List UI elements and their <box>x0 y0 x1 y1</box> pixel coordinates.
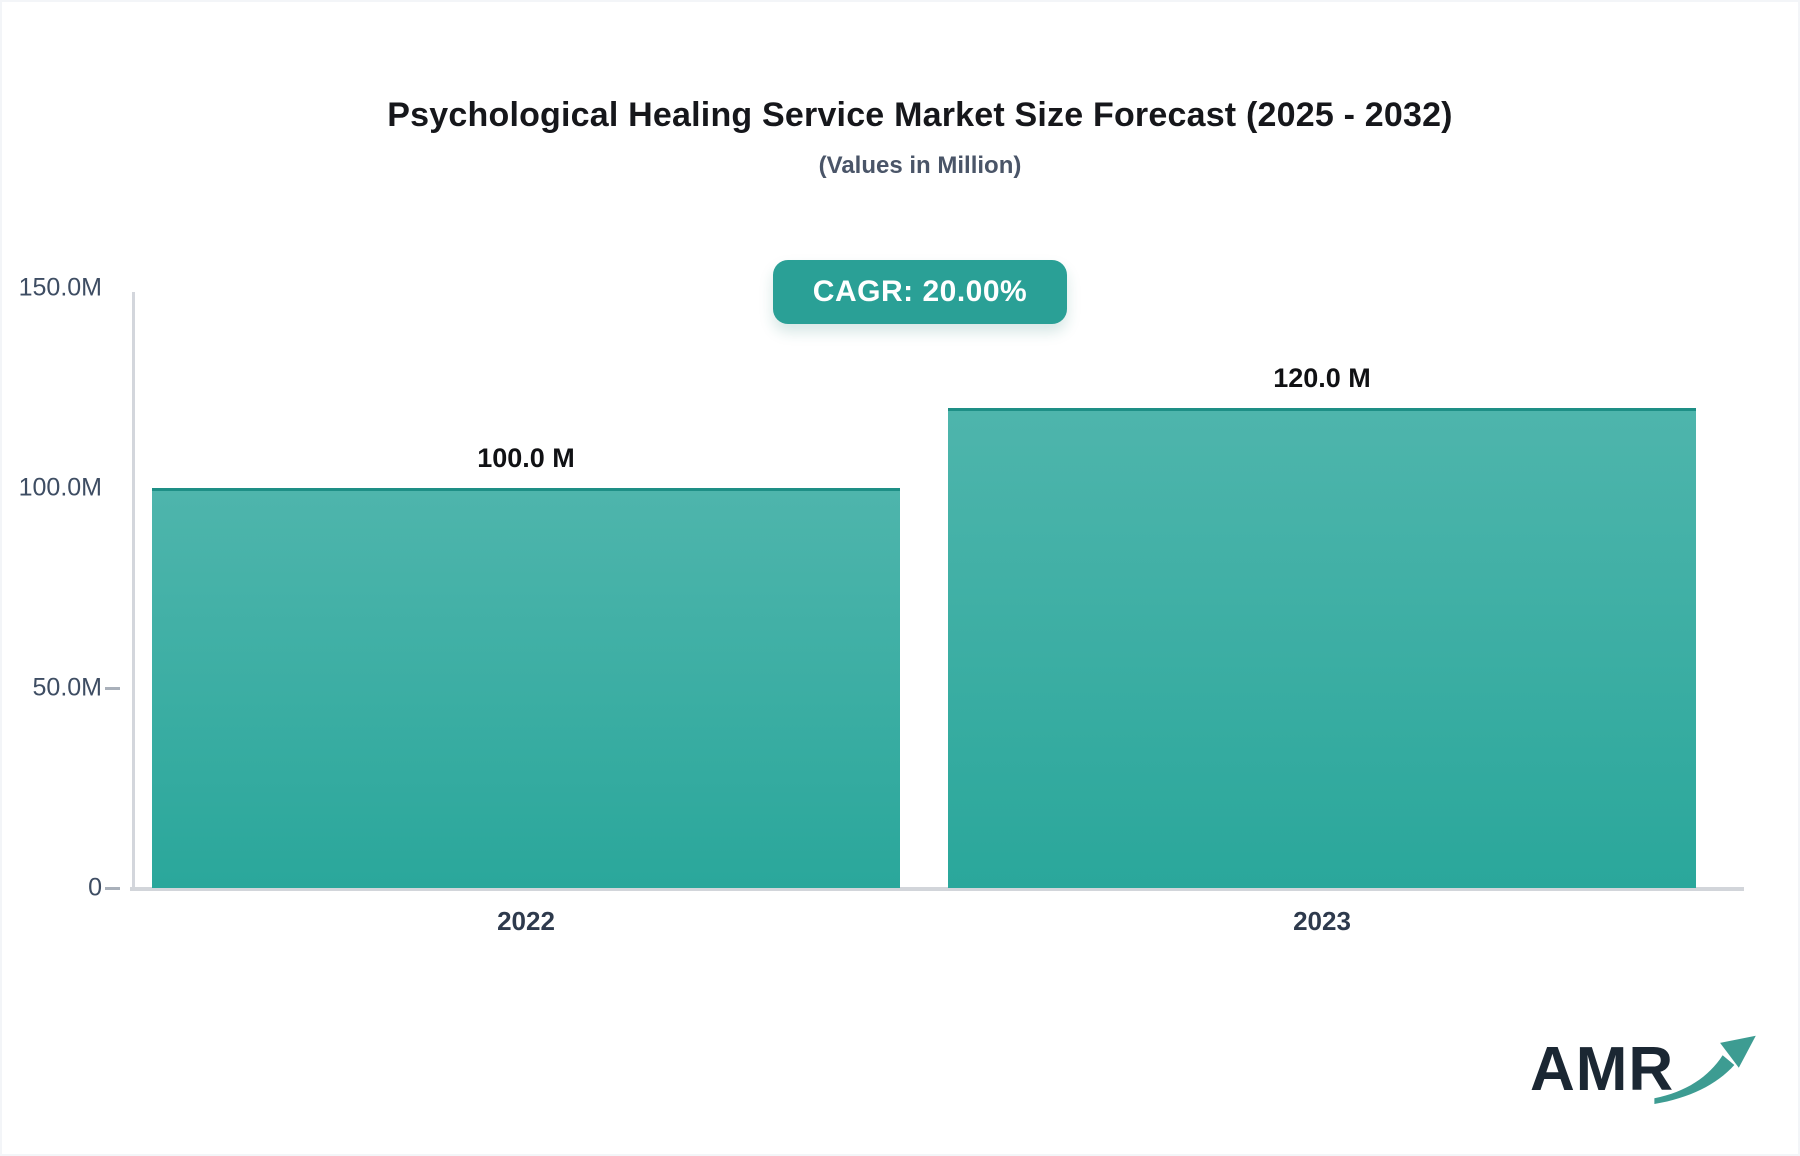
trend-up-arrow-icon <box>1654 1035 1756 1105</box>
amr-logo: AMR <box>1530 1032 1764 1106</box>
y-tick-label: 0 <box>88 873 102 902</box>
cagr-badge: CAGR: 20.00% <box>772 260 1068 324</box>
y-tick-label: 50.0M <box>32 673 102 702</box>
x-category-label: 2023 <box>1293 906 1351 936</box>
bar-2023 <box>948 408 1696 888</box>
y-tick-label: 100.0M <box>18 473 102 502</box>
y-axis-line <box>132 292 135 888</box>
y-tick-mark <box>105 887 120 890</box>
amr-logo-text: AMR <box>1530 1034 1675 1104</box>
chart-title: Psychological Healing Service Market Siz… <box>387 96 1453 134</box>
bar-value-label: 100.0 M <box>477 443 575 473</box>
chart-subtitle: (Values in Million) <box>818 152 1022 179</box>
bar-2022 <box>152 488 900 888</box>
bar-value-label: 120.0 M <box>1273 363 1371 393</box>
y-tick-label: 150.0M <box>18 273 102 302</box>
cagr-badge-container: CAGR: 20.00% <box>132 260 1708 324</box>
x-axis-line <box>130 887 1744 891</box>
x-category-label: 2022 <box>497 906 555 936</box>
y-tick-mark <box>105 687 120 690</box>
